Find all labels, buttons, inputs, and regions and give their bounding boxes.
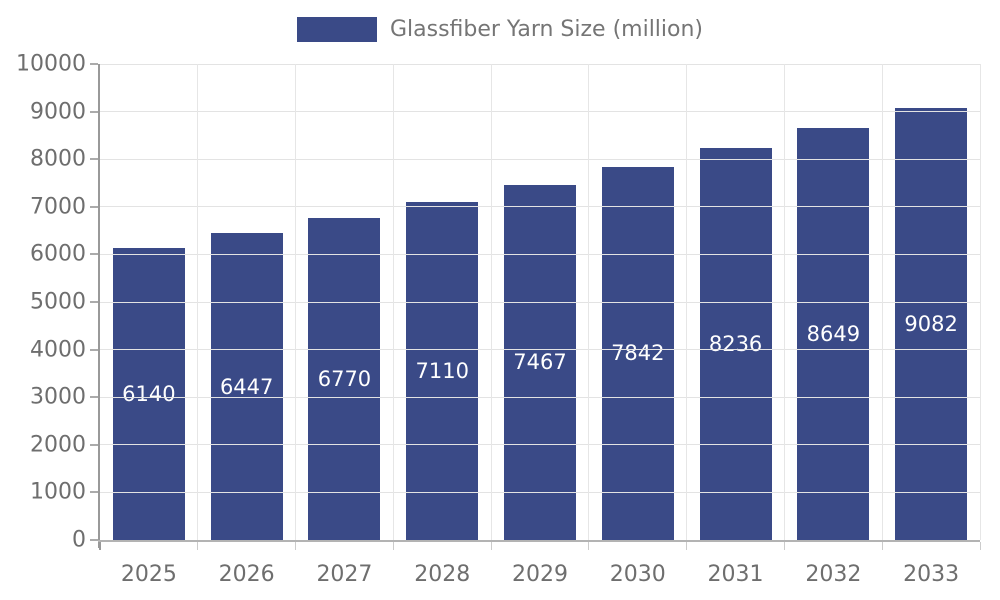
gridline-vertical [588, 64, 590, 540]
gridline-vertical [197, 64, 199, 540]
x-tick-label: 2025 [120, 562, 177, 587]
x-tick [783, 542, 785, 550]
bar: 7110 [406, 201, 479, 540]
y-tick [90, 491, 98, 494]
bar-cell: 6770 [296, 64, 394, 540]
y-tick-label: 2000 [30, 432, 86, 458]
y-tick [90, 205, 98, 208]
bar: 6447 [210, 233, 283, 540]
gridline-vertical [490, 64, 492, 540]
x-axis [98, 540, 980, 542]
y-tick [90, 348, 98, 351]
y-tick [90, 301, 98, 303]
y-tick [90, 539, 98, 541]
gridline-vertical [295, 64, 297, 540]
plot-area: 6140 6447 6770 7110 7467 7842 8236 8649 9082 [90, 63, 981, 550]
gridline-horizontal [100, 111, 980, 113]
gridline-vertical [979, 64, 981, 540]
y-tick-label: 5000 [30, 289, 86, 315]
bar-value-label: 7467 [513, 350, 567, 375]
bar-cell: 9082 [882, 64, 980, 540]
x-tick [197, 542, 199, 550]
x-tick-label: 2032 [805, 562, 862, 587]
gridline-vertical [392, 64, 394, 540]
x-tick-label: 2033 [903, 562, 960, 587]
x-tick [295, 542, 297, 550]
gridline-vertical [881, 64, 883, 540]
y-axis [98, 64, 100, 548]
y-axis-labels: 0 1000 2000 3000 4000 5000 6000 7000 8000 9000 100… [0, 52, 86, 553]
x-tick [686, 542, 688, 550]
bar-cell: 7842 [589, 64, 687, 540]
x-tick-label: 2029 [512, 562, 568, 587]
bar-value-label: 6140 [122, 381, 176, 406]
bar: 6770 [308, 217, 381, 540]
x-tick [392, 542, 394, 550]
bar-cell: 7467 [491, 64, 589, 540]
bar-cell: 7110 [393, 64, 491, 540]
bar-value-label: 7110 [415, 358, 469, 383]
legend-label: Glassfiber Yarn Size (million) [389, 17, 704, 42]
y-tick-label: 8000 [30, 146, 86, 172]
y-tick [90, 253, 98, 256]
x-tick [588, 542, 590, 550]
gridline-horizontal [100, 444, 980, 446]
x-tick-label: 2030 [609, 562, 666, 587]
x-tick [99, 542, 101, 550]
bar: 8649 [797, 128, 870, 540]
x-tick-label: 2027 [316, 562, 373, 587]
gridline-horizontal [100, 349, 980, 351]
gridline-horizontal [100, 63, 980, 65]
gridline-horizontal [100, 301, 980, 303]
bar-cell: 6140 [100, 64, 198, 540]
y-tick-label: 7000 [30, 194, 86, 220]
gridline-horizontal [100, 206, 980, 208]
bar-value-label: 7842 [611, 341, 665, 366]
bar-value-label: 6447 [219, 374, 274, 399]
y-tick-label: 6000 [30, 241, 86, 267]
x-axis-labels: 2025 2026 2027 2028 2029 2030 2031 2032 2033 [100, 562, 980, 592]
y-tick [90, 396, 98, 399]
bar: 6140 [112, 247, 185, 540]
bar: 7842 [601, 166, 674, 540]
legend-swatch [296, 17, 377, 42]
bar-value-label: 9082 [904, 311, 958, 336]
y-tick-label: 9000 [30, 99, 86, 125]
legend: Glassfiber Yarn Size (million) [0, 17, 1000, 42]
x-tick [881, 542, 883, 550]
y-tick-label: 3000 [30, 384, 86, 410]
bar-series: 6140 6447 6770 7110 7467 7842 8236 8649 9082 [100, 64, 980, 540]
x-tick-label: 2026 [218, 562, 275, 587]
y-tick [90, 158, 98, 161]
bar: 8236 [699, 147, 772, 540]
bar: 7467 [504, 184, 577, 540]
y-tick [90, 443, 98, 446]
gridline-horizontal [100, 396, 980, 398]
gridline-horizontal [100, 253, 980, 255]
y-tick-label: 0 [72, 527, 86, 553]
x-tick [979, 542, 981, 550]
gridline-horizontal [100, 158, 980, 160]
bar-cell: 8236 [687, 64, 785, 540]
bar-value-label: 6770 [317, 366, 372, 391]
bar-value-label: 8649 [806, 322, 861, 347]
x-tick [490, 542, 492, 550]
x-tick-label: 2028 [414, 562, 471, 587]
y-tick-label: 4000 [30, 337, 86, 363]
bar: 9082 [895, 107, 968, 540]
gridline-horizontal [100, 491, 980, 493]
x-tick-label: 2031 [707, 562, 764, 587]
bar-value-label: 8236 [708, 331, 763, 356]
gridline-vertical [783, 64, 785, 540]
y-tick [90, 63, 98, 65]
y-tick [90, 110, 98, 113]
y-tick-label: 10000 [16, 51, 86, 77]
gridline-vertical [686, 64, 688, 540]
bar-cell: 6447 [198, 64, 296, 540]
bar-cell: 8649 [784, 64, 882, 540]
y-tick-label: 1000 [30, 479, 86, 505]
